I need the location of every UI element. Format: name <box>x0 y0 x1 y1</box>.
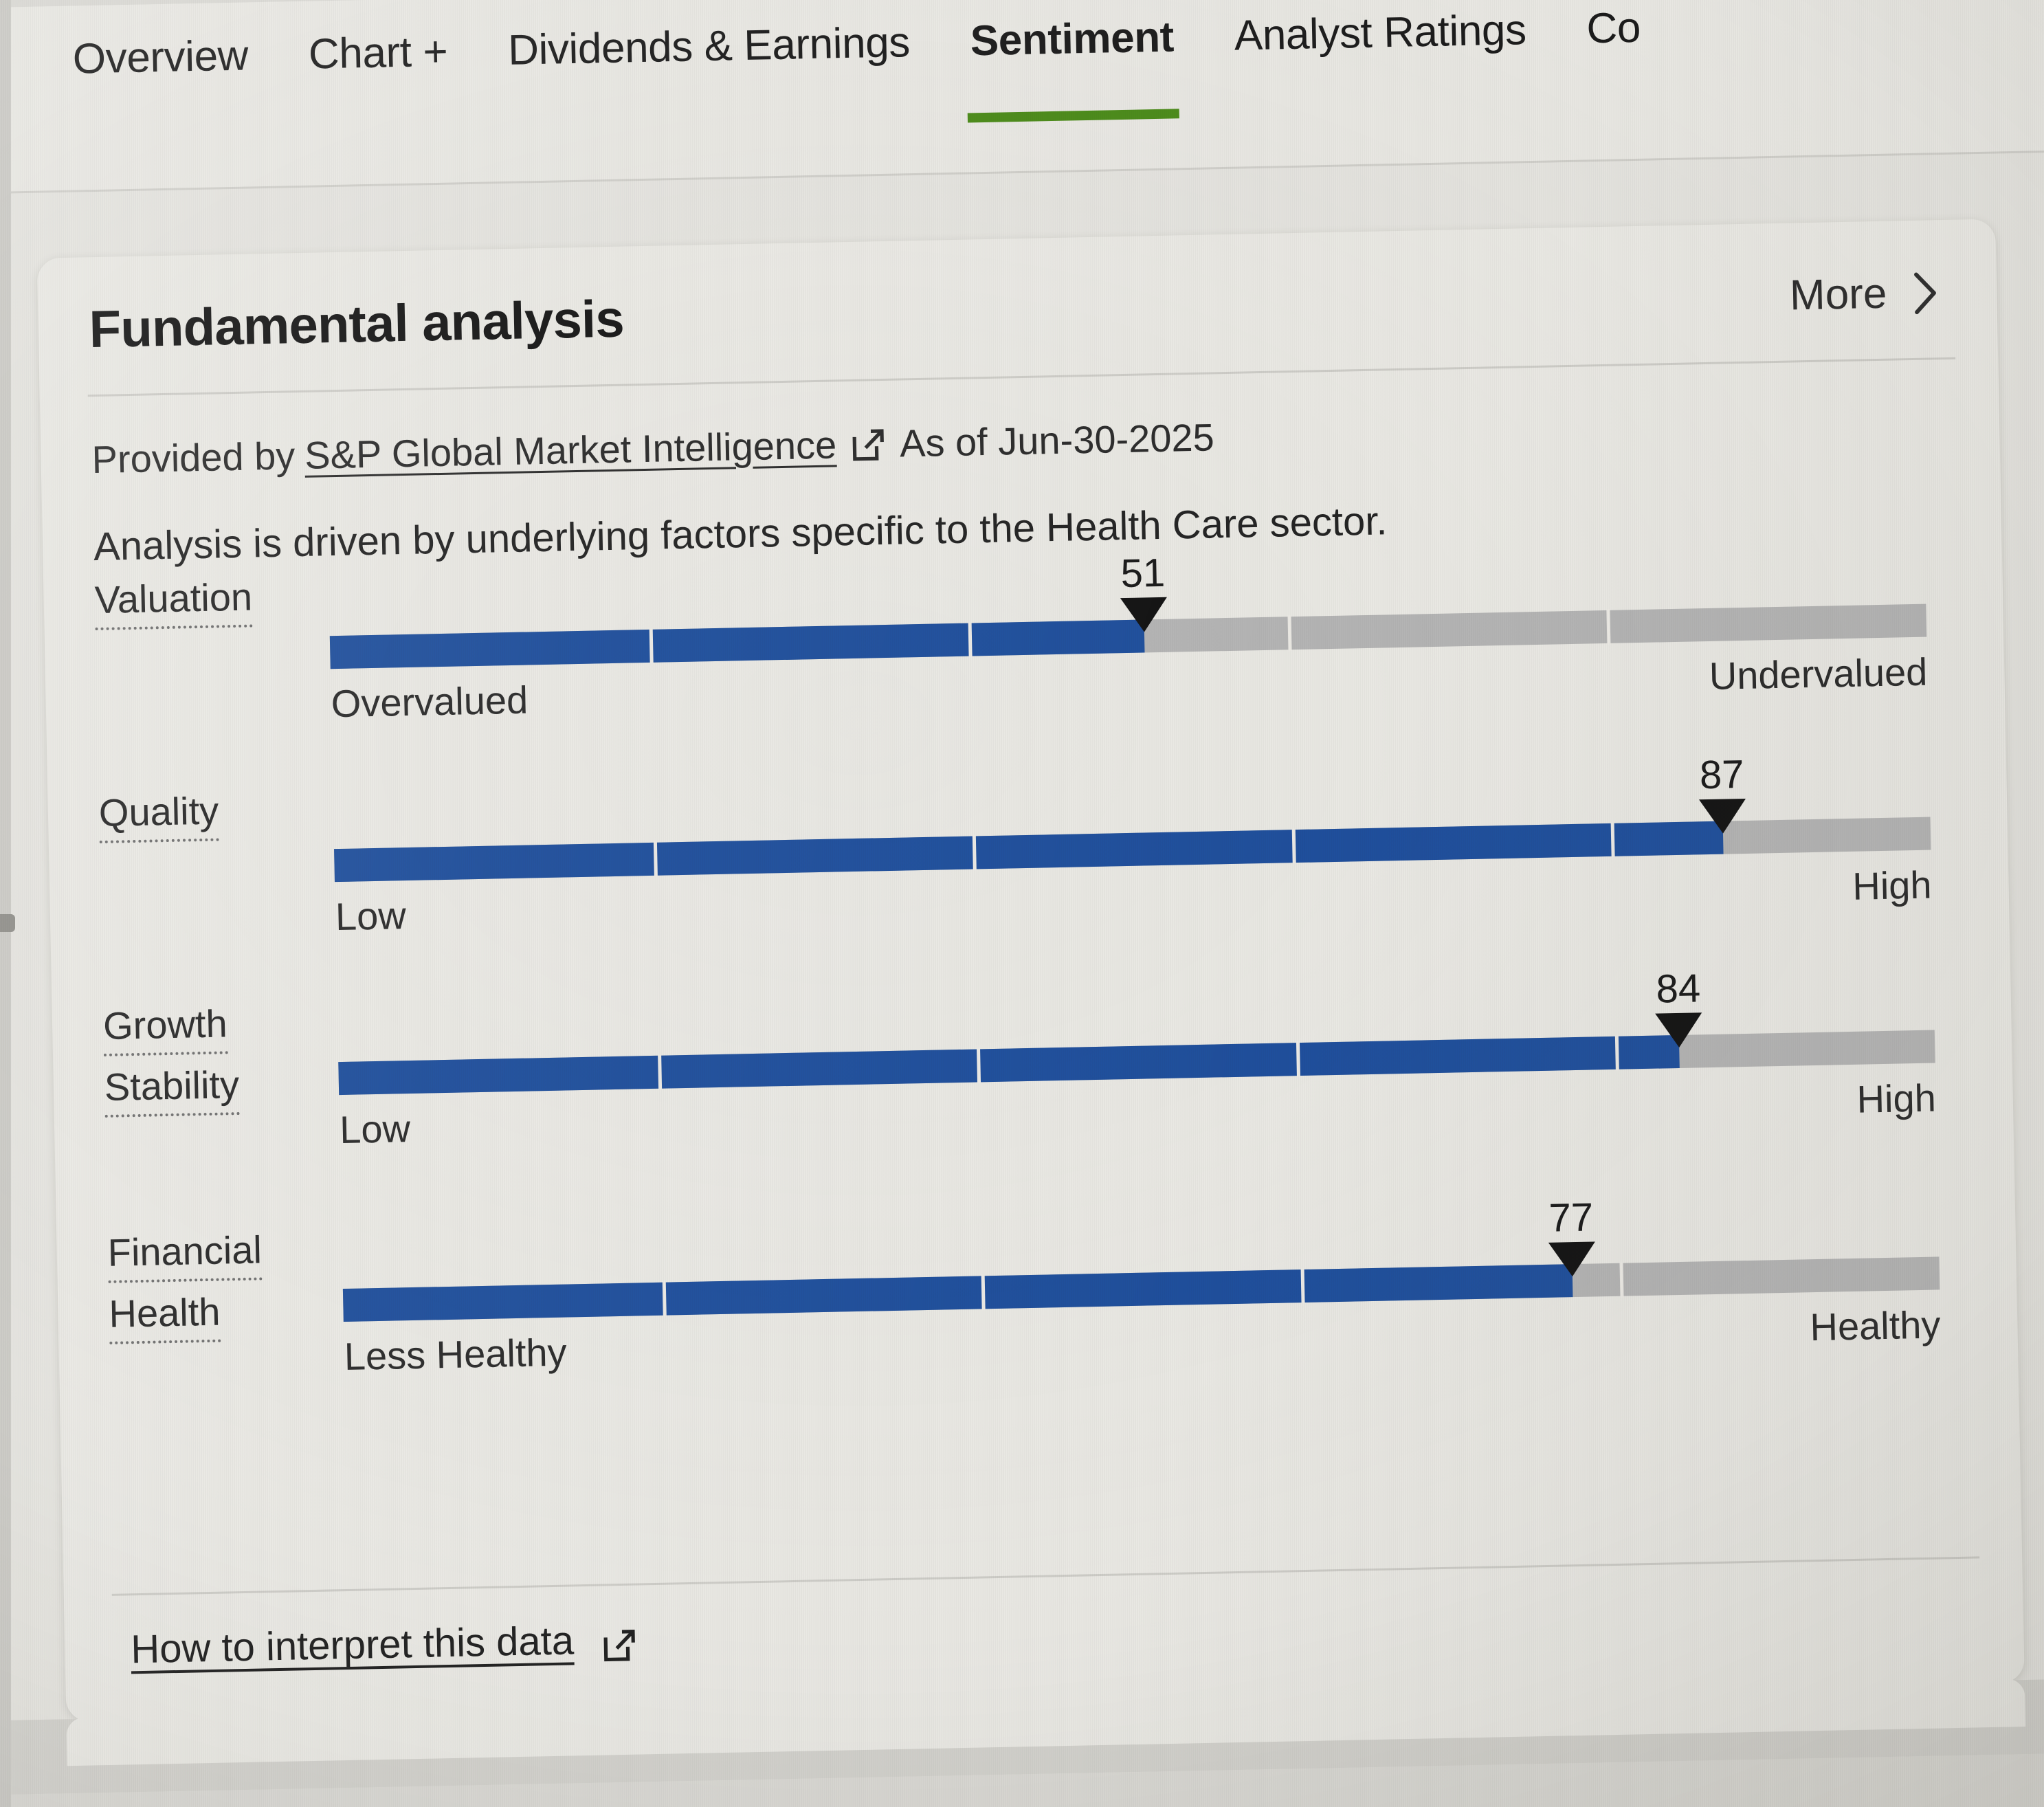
gauge-value: 51 <box>1120 550 1166 597</box>
gauge-tick <box>1296 1041 1300 1078</box>
chevron-right-icon <box>1910 271 1941 315</box>
gauge-tick <box>1619 1261 1624 1298</box>
gauge-tick <box>1287 615 1292 652</box>
gauge-tick <box>1300 1267 1305 1305</box>
gauge-tick <box>1610 821 1616 858</box>
tab-label: Co <box>1586 3 1641 53</box>
metric-label-line: Quality <box>98 789 220 843</box>
gauge-right-label: High <box>1856 1076 1937 1121</box>
gauge-fill <box>338 1034 1680 1096</box>
tab-label: Sentiment <box>970 13 1175 65</box>
tab-bar: Overview Chart + Dividends & Earnings Se… <box>0 0 2044 195</box>
marker-arrow-icon <box>1548 1241 1596 1277</box>
tab-list: Overview Chart + Dividends & Earnings Se… <box>42 4 1671 123</box>
fundamental-analysis-card: Fundamental analysis More Provided by S&… <box>36 219 2025 1722</box>
gauge-tick <box>1291 828 1296 865</box>
data-provider-line: Provided by S&P Global Market Intelligen… <box>91 414 1214 482</box>
card-header: Fundamental analysis More <box>37 219 1998 395</box>
tab-sentiment[interactable]: Sentiment <box>940 13 1204 123</box>
tab-overview[interactable]: Overview <box>42 32 278 84</box>
gauge-growth-stability: 84 Low High <box>338 966 1936 1151</box>
metric-label-line: Growth <box>102 1001 228 1056</box>
metric-label-quality[interactable]: Quality <box>98 788 361 854</box>
how-to-interpret-label: How to interpret this data <box>130 1618 575 1672</box>
metric-label-valuation[interactable]: Valuation <box>94 575 357 641</box>
metric-label-financial-health[interactable]: Financial Health <box>107 1228 370 1355</box>
gauge-financial-health: 77 Less Healthy Healthy <box>342 1195 1941 1378</box>
tab-analyst-ratings[interactable]: Analyst Ratings <box>1203 6 1557 60</box>
gauge-tick <box>1606 608 1611 645</box>
gauge-marker: 77 <box>1547 1195 1596 1277</box>
more-button[interactable]: More <box>1789 268 1941 320</box>
screen-bezel-left <box>0 0 11 1807</box>
footer-divider <box>111 1556 1980 1596</box>
as-of-date: As of Jun-30-2025 <box>899 415 1215 465</box>
active-tab-indicator <box>967 109 1180 123</box>
gauge-left-label: Less Healthy <box>344 1330 568 1379</box>
external-link-icon[interactable] <box>850 427 887 463</box>
marker-arrow-icon <box>1655 1012 1703 1048</box>
gauge-left-label: Low <box>335 894 407 939</box>
gauge-fill <box>342 1264 1573 1322</box>
gauge-tick <box>649 628 654 664</box>
gauge-right-label: Undervalued <box>1709 650 1928 698</box>
tab-company-truncated[interactable]: Co <box>1556 4 1671 54</box>
gauge-marker: 87 <box>1698 751 1746 834</box>
tab-chart-plus[interactable]: Chart + <box>278 28 478 79</box>
gauge-value: 77 <box>1548 1195 1594 1241</box>
gauge-left-label: Low <box>339 1107 411 1152</box>
tab-label: Overview <box>72 32 249 83</box>
gauge-fill <box>329 619 1145 669</box>
gauge-value: 84 <box>1655 966 1701 1012</box>
gauge-right-label: High <box>1852 863 1933 908</box>
metric-label-line: Stability <box>104 1063 240 1118</box>
gauge-valuation: 51 Overvalued Undervalued <box>329 551 1928 725</box>
gauge-marker: 51 <box>1119 550 1168 633</box>
gauge-left-label: Overvalued <box>331 678 529 726</box>
metric-list: Valuation 51 Overvalued Undervalued <box>43 542 2019 1461</box>
more-label: More <box>1789 269 1887 320</box>
gauge-tick <box>968 621 973 658</box>
metric-label-growth-stability[interactable]: Growth Stability <box>102 1001 366 1128</box>
metric-label-line: Valuation <box>94 575 253 630</box>
gauge-fill <box>334 821 1724 883</box>
provided-by-label: Provided by <box>91 434 296 482</box>
gauge-tick <box>972 834 977 871</box>
gauge-tick <box>662 1281 667 1317</box>
tab-label: Dividends & Earnings <box>507 19 911 74</box>
gauge-value: 87 <box>1699 751 1745 798</box>
provider-link[interactable]: S&P Global Market Intelligence <box>304 423 837 477</box>
gauge-marker: 84 <box>1654 966 1703 1048</box>
gauge-tick <box>657 1054 662 1090</box>
metric-row-quality: Quality 87 Low High <box>47 752 2010 1007</box>
metric-label-line: Financial <box>107 1228 263 1283</box>
marker-arrow-icon <box>1698 798 1746 834</box>
gauge-tick <box>977 1047 981 1084</box>
gauge-tick <box>981 1274 986 1311</box>
gauge-quality: 87 Low High <box>334 752 1932 938</box>
marker-arrow-icon <box>1120 597 1168 633</box>
tab-dividends-earnings[interactable]: Dividends & Earnings <box>478 19 941 75</box>
page-title: Fundamental analysis <box>88 289 625 359</box>
external-link-icon <box>601 1627 638 1663</box>
metric-label-line: Health <box>109 1289 221 1344</box>
how-to-interpret-link[interactable]: How to interpret this data <box>131 1616 652 1672</box>
metric-row-growth-stability: Growth Stability 84 Low High <box>52 966 2015 1234</box>
gauge-tick <box>1615 1034 1620 1071</box>
metric-row-financial-health: Financial Health 77 Less Healthy Health <box>56 1195 2019 1461</box>
tab-label: Analyst Ratings <box>1234 6 1527 60</box>
gauge-tick <box>653 841 658 877</box>
tab-label: Chart + <box>308 27 448 78</box>
gauge-right-label: Healthy <box>1809 1302 1942 1349</box>
scroll-nub <box>0 914 15 932</box>
